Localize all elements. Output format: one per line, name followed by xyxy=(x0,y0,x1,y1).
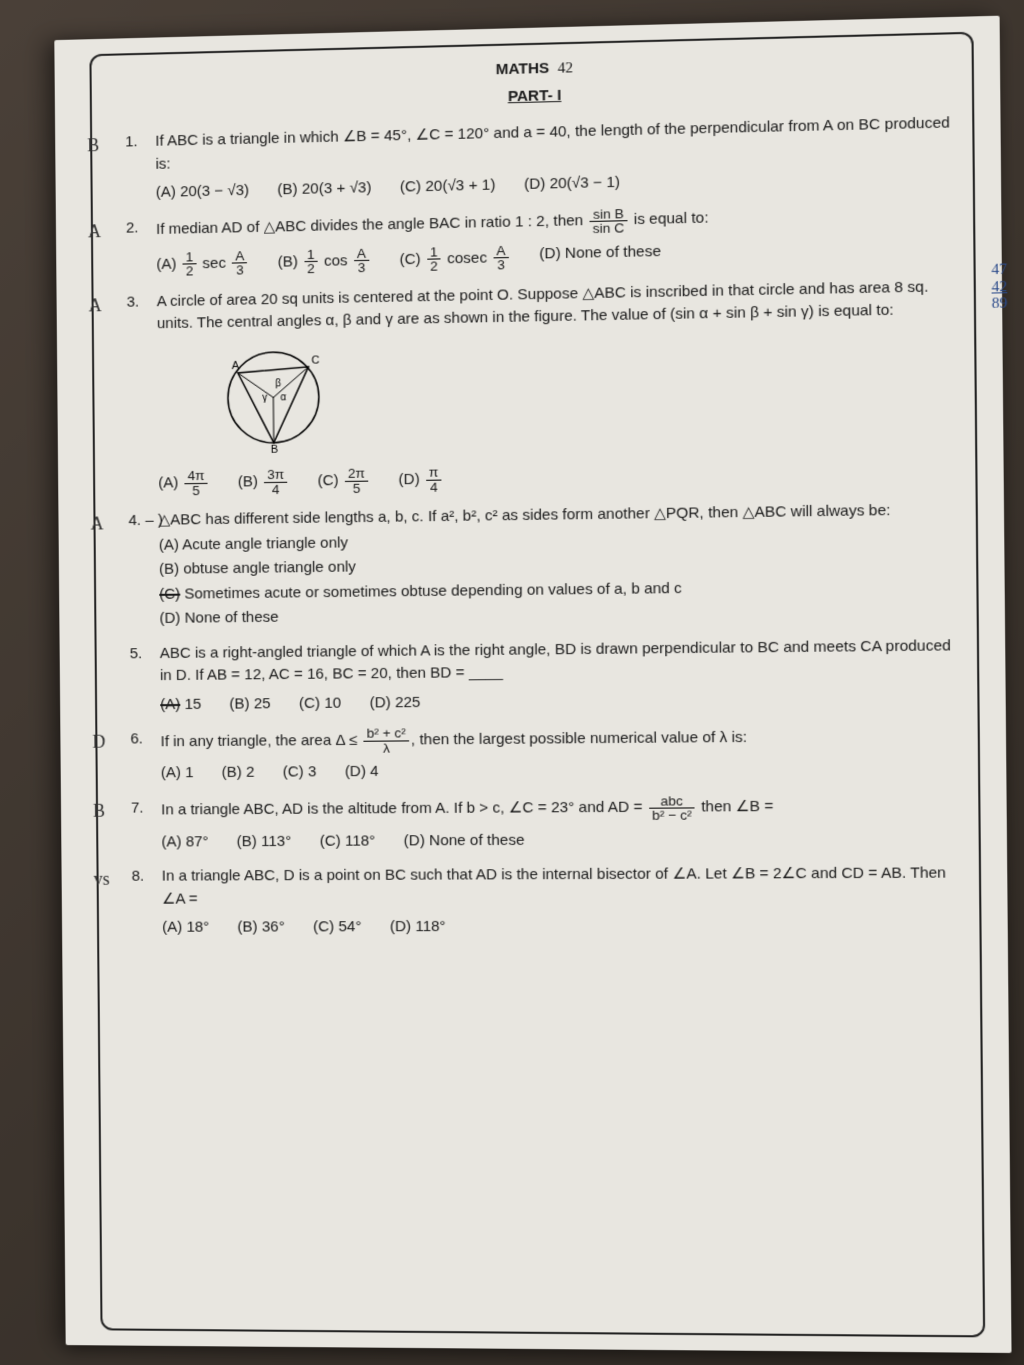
option: (A) 4π5 xyxy=(158,469,210,498)
option: (B) 2 xyxy=(222,762,255,785)
option: (B) 36° xyxy=(237,916,284,939)
question-number: 4. – ) xyxy=(128,510,162,533)
margin-tally: 47 42 89 xyxy=(991,261,1007,312)
options-row: (A) 1 (B) 2 (C) 3 (D) 4 xyxy=(161,757,960,785)
options-row: (A) 15 (B) 25 (C) 10 (D) 225 xyxy=(160,687,959,716)
option: (B) 12 cos A3 xyxy=(277,246,371,276)
question-number: 7. xyxy=(131,797,144,820)
svg-text:γ: γ xyxy=(262,392,267,403)
option: (D) 4 xyxy=(345,761,379,784)
margin-answer: A xyxy=(88,218,101,245)
option: (D) 118° xyxy=(390,916,446,939)
question-number: 2. xyxy=(126,217,139,240)
option: (B) 3π4 xyxy=(238,468,290,497)
tally-2: 42 xyxy=(991,278,1007,295)
option: (C) 20(√3 + 1) xyxy=(400,174,496,199)
svg-text:A: A xyxy=(232,359,240,371)
option: (D) None of these xyxy=(404,829,525,852)
question: A2.If median AD of △ABC divides the angl… xyxy=(126,200,955,280)
option: (C) 10 xyxy=(299,692,341,715)
margin-answer: A xyxy=(88,292,101,319)
option: (A) 1 xyxy=(161,762,194,785)
options-row: (A) 4π5 (B) 3π4 (C) 2π5 (D) π4 xyxy=(158,458,956,498)
question: D6.If in any triangle, the area Δ ≤ b² +… xyxy=(130,722,959,785)
question-number: 1. xyxy=(125,131,138,154)
question-number: 6. xyxy=(130,728,143,751)
margin-answer: A xyxy=(90,510,103,537)
option: (C) 3 xyxy=(283,761,317,784)
options-row: (A) 12 sec A3 (B) 12 cos A3 (C) 12 cosec A… xyxy=(156,234,954,278)
option: (C) 12 cosec A3 xyxy=(399,243,510,273)
question-text: ABC is a right-angled triangle of which … xyxy=(160,637,951,684)
question-text: If ABC is a triangle in which ∠B = 45°, … xyxy=(155,114,950,172)
option: (B) 113° xyxy=(237,830,292,853)
option: (D) None of these xyxy=(539,240,661,271)
question: B1.If ABC is a triangle in which ∠B = 45… xyxy=(125,112,954,205)
option: (A) 87° xyxy=(161,831,208,854)
tally-3: 89 xyxy=(992,295,1008,312)
circle-diagram: A B C β α γ xyxy=(217,330,956,461)
question: vs8.In a triangle ABC, D is a point on B… xyxy=(132,862,961,939)
margin-answer: B xyxy=(93,797,105,824)
option: (D) π4 xyxy=(398,465,443,494)
title-text: MATHS xyxy=(496,60,550,79)
options-row: (A) 20(3 − √3) (B) 20(3 + √3) (C) 20(√3 + … xyxy=(156,164,954,204)
question: 5. ABC is a right-angled triangle of whic… xyxy=(130,634,959,716)
option: (A) 20(3 − √3) xyxy=(156,180,250,205)
question-number: 3. xyxy=(127,291,140,314)
exam-paper: MATHS 42 PART- I 47 42 89 B1.If ABC is a… xyxy=(54,16,1011,1353)
option: (B) 25 xyxy=(229,693,270,716)
svg-text:B: B xyxy=(271,443,279,453)
question-number: 5. xyxy=(130,643,143,666)
option: (A) 15 xyxy=(160,693,201,716)
options-row: (A) 87° (B) 113° (C) 118° (D) None of these xyxy=(161,827,960,854)
question-text: A circle of area 20 sq units is centered… xyxy=(157,278,929,332)
question-text: If median AD of △ABC divides the angle B… xyxy=(156,210,709,239)
question-text: △ABC has different side lengths a, b, c.… xyxy=(159,502,891,529)
option: (D) 225 xyxy=(369,691,420,714)
margin-answer: B xyxy=(87,132,99,159)
svg-text:α: α xyxy=(280,392,286,403)
question-text: If in any triangle, the area Δ ≤ b² + c²… xyxy=(160,729,747,751)
questions-list: B 1. If ABC is a triangle in which ∠B = 45… xyxy=(125,112,961,939)
option: (C) 118° xyxy=(320,830,376,853)
option: (A) 18° xyxy=(162,917,209,940)
option: (D) 20(√3 − 1) xyxy=(524,172,620,197)
question-text: In a triangle ABC, AD is the altitude fr… xyxy=(161,798,773,819)
option: (C) 54° xyxy=(313,916,362,939)
question: A 3. A circle of area 20 sq units is cente… xyxy=(127,275,957,498)
options-row: (A) 18° (B) 36° (C) 54° (D) 118° xyxy=(162,914,961,939)
question-number: 8. xyxy=(132,866,145,889)
margin-answer: D xyxy=(92,729,105,756)
svg-text:β: β xyxy=(275,378,281,389)
question-text: In a triangle ABC, D is a point on BC su… xyxy=(162,864,946,907)
option: (B) 20(3 + √3) xyxy=(277,177,371,202)
option: (C) 2π5 xyxy=(317,466,370,495)
options-column: (A) Acute angle triangle only(B) obtuse … xyxy=(159,524,958,631)
option: (A) 12 sec A3 xyxy=(156,249,249,279)
svg-text:C: C xyxy=(311,354,319,366)
margin-answer: vs xyxy=(93,866,109,893)
question: B7.In a triangle ABC, AD is the altitude… xyxy=(131,792,960,854)
tally-1: 47 xyxy=(991,261,1007,278)
question: A4. – )△ABC has different side lengths a… xyxy=(128,499,957,631)
title-handwritten: 42 xyxy=(557,60,573,77)
